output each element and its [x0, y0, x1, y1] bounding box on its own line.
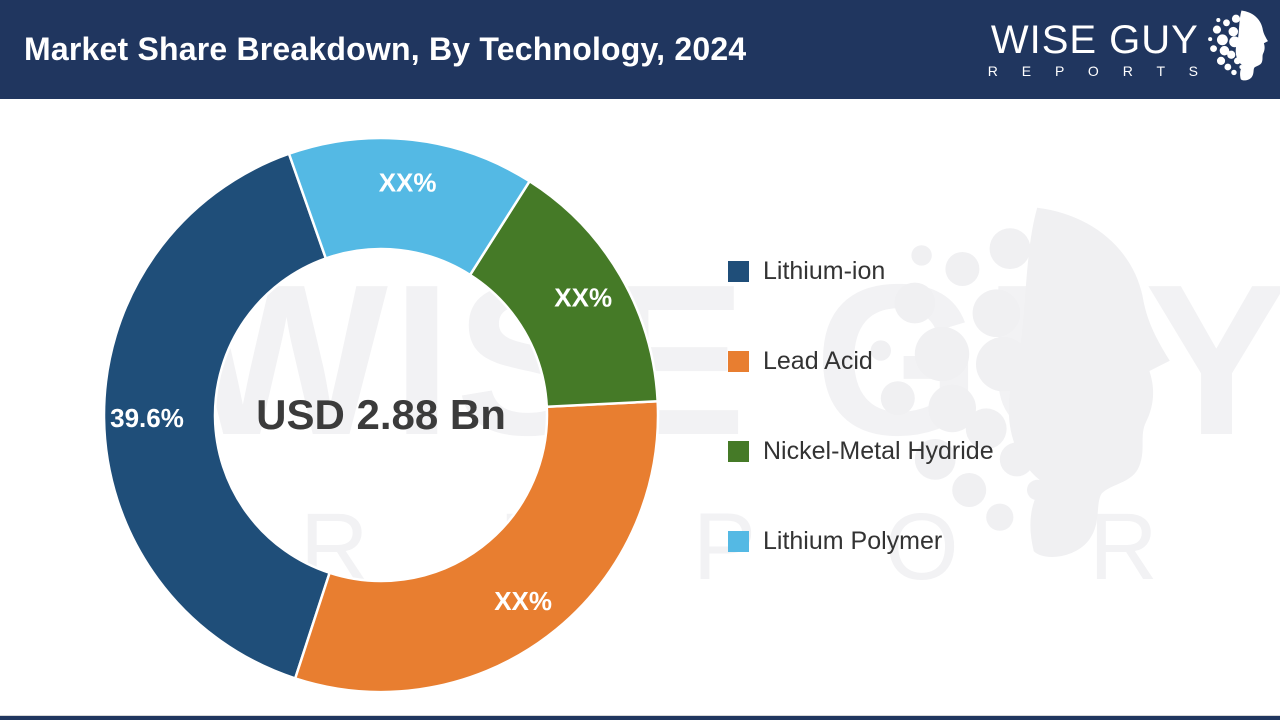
donut-segment-lithium-polymer	[287, 136, 531, 277]
legend-label-lithium-ion: Lithium-ion	[763, 256, 886, 285]
page-title: Market Share Breakdown, By Technology, 2…	[24, 31, 747, 67]
segment-label-lithium-ion: 39.6%	[110, 403, 184, 433]
brand-wordmark-block: WISE GUY R E P O R T S	[982, 20, 1208, 79]
legend-item-nickel-metal-hydride: Nickel-Metal Hydride	[728, 434, 994, 468]
legend-swatch-lithium-ion	[728, 260, 749, 282]
legend-label-lithium-polymer: Lithium Polymer	[763, 526, 943, 555]
legend-swatch-nickel-metal-hydride	[728, 440, 749, 462]
segment-label-lead-acid: XX%	[494, 586, 552, 616]
brand-wordmark: WISE GUY	[990, 18, 1199, 62]
legend-swatch-lithium-polymer	[728, 530, 749, 552]
center-value: USD 2.88 Bn	[256, 391, 506, 438]
donut-segment-lead-acid	[293, 400, 660, 694]
donut-chart: 39.6% XX% XX% XX%	[102, 136, 660, 694]
legend-item-lithium-polymer: Lithium Polymer	[728, 524, 994, 558]
legend-item-lead-acid: Lead Acid	[728, 344, 994, 378]
header: Market Share Breakdown, By Technology, 2…	[0, 0, 1280, 99]
footer-bar	[0, 715, 1280, 720]
segment-label-nickel-metal-hydride: XX%	[554, 282, 612, 312]
legend: Lithium-ion Lead Acid Nickel-Metal Hydride…	[728, 254, 994, 614]
legend-item-lithium-ion: Lithium-ion	[728, 254, 994, 288]
brand-face-icon	[1208, 10, 1268, 80]
segment-label-lithium-polymer: XX%	[379, 168, 437, 198]
legend-swatch-lead-acid	[728, 350, 749, 372]
legend-label-lead-acid: Lead Acid	[763, 346, 873, 375]
donut-segment-lithium-ion	[102, 152, 331, 680]
legend-label-nickel-metal-hydride: Nickel-Metal Hydride	[763, 436, 994, 465]
watermark-face-icon	[870, 207, 1170, 557]
brand-sub: R E P O R T S	[987, 63, 1208, 79]
brand-logo: WISE GUY R E P O R T S	[982, 8, 1270, 92]
donut-segment-nickel-metal-hydride	[468, 179, 659, 409]
